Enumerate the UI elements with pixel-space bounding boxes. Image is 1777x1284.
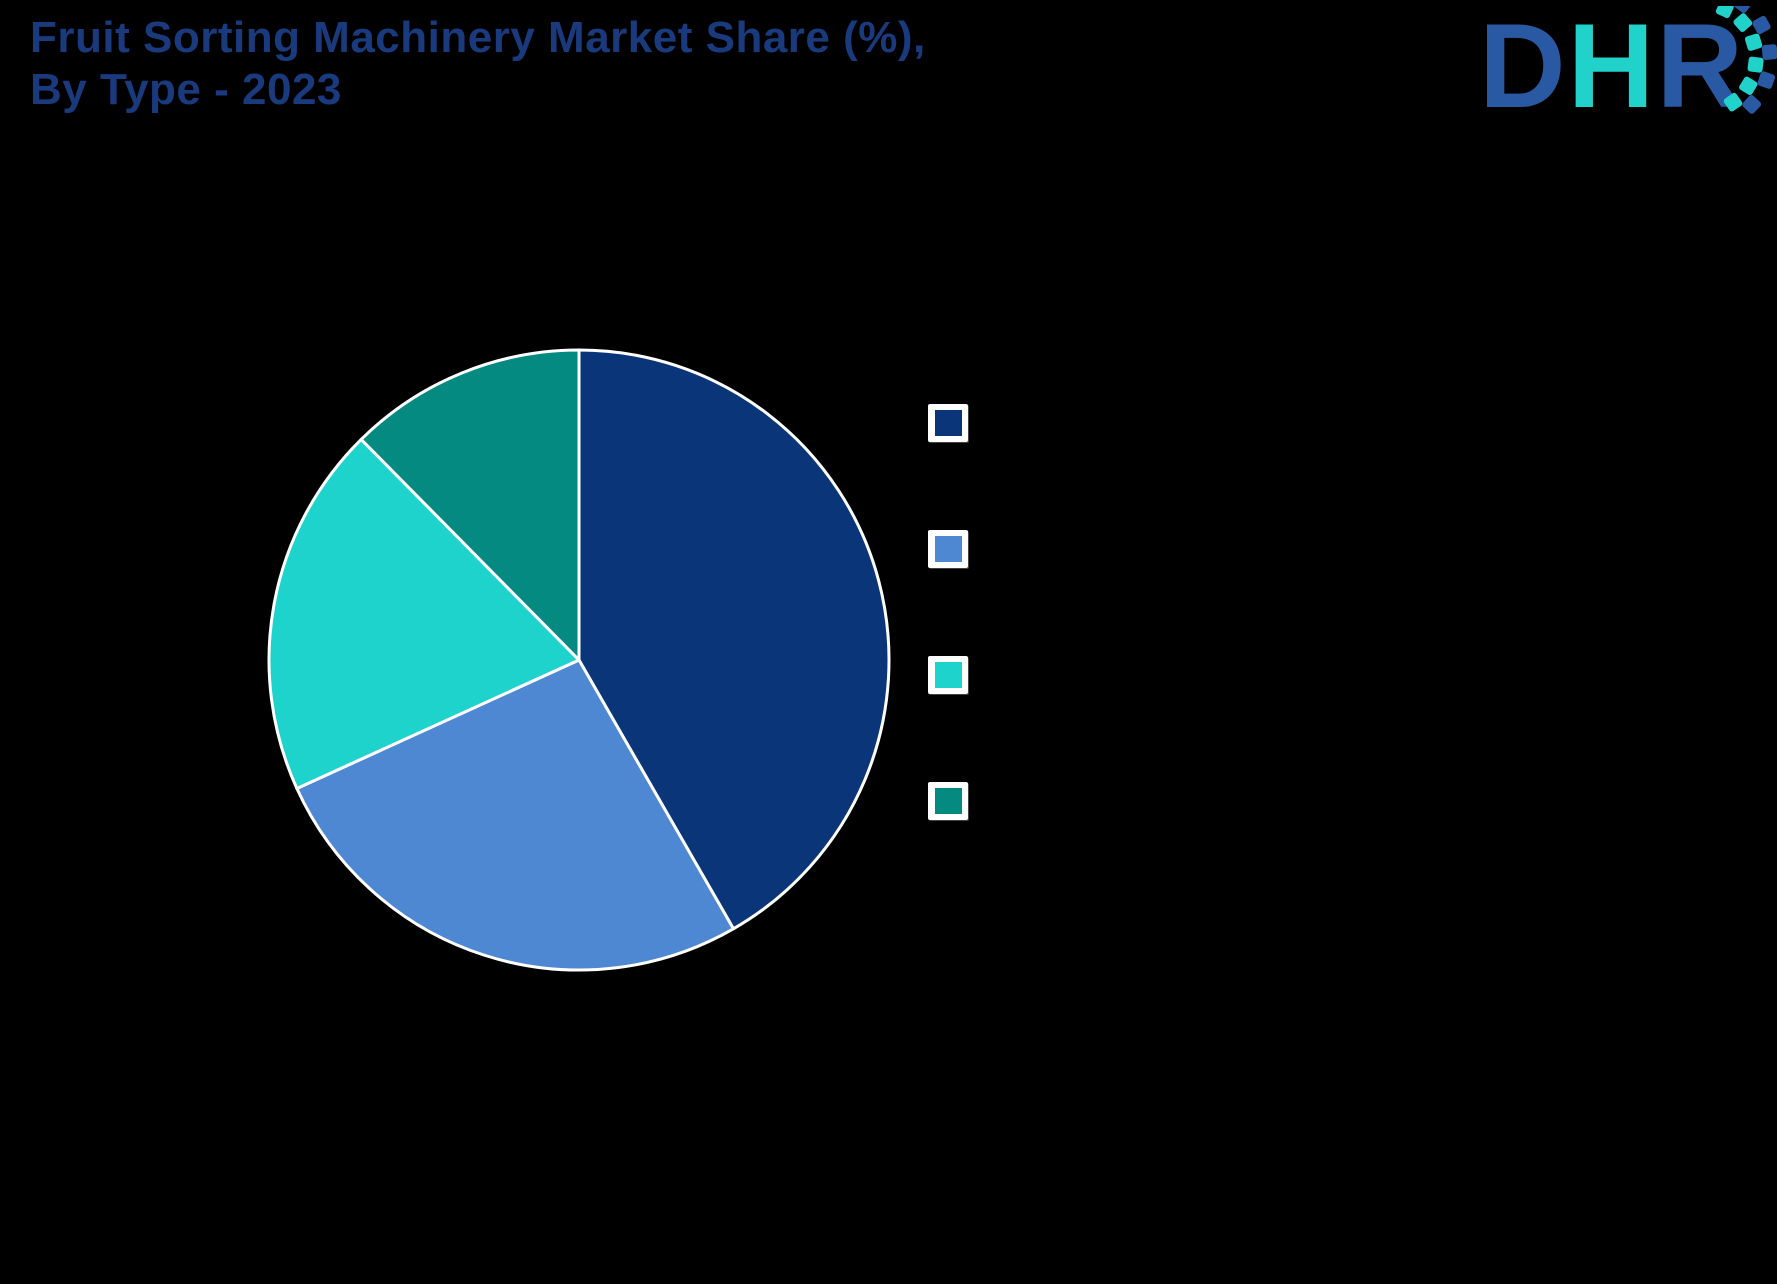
pie-slice-1 xyxy=(577,348,891,931)
pie-slice-4 xyxy=(359,348,581,662)
logo-dot xyxy=(1761,44,1777,60)
legend-item xyxy=(928,782,982,820)
logo-letter-d: D xyxy=(1479,0,1568,133)
pie-chart xyxy=(267,348,891,972)
legend-item xyxy=(928,656,982,694)
logo-dot xyxy=(1744,33,1763,51)
legend-swatch-segment1 xyxy=(928,404,968,442)
dhr-logo-letters: DHR xyxy=(1479,6,1745,126)
pie-slices xyxy=(267,348,891,972)
chart-title-line2: By Type - 2023 xyxy=(30,64,342,114)
legend-swatch-segment2 xyxy=(928,530,968,568)
pie-slice-2 xyxy=(295,658,735,972)
legend-swatch-segment4 xyxy=(928,782,968,820)
page-title: Fruit Sorting Machinery Market Share (%)… xyxy=(30,12,926,116)
logo-dot xyxy=(1747,56,1764,73)
legend-item xyxy=(928,530,982,568)
pie-slice-3 xyxy=(267,437,581,790)
logo-dot xyxy=(1757,71,1776,89)
legend xyxy=(928,404,982,820)
logo-letter-r: R xyxy=(1656,0,1746,133)
chart-title-line1: Fruit Sorting Machinery Market Share (%)… xyxy=(30,13,926,62)
legend-swatch-segment3 xyxy=(928,656,968,694)
legend-item xyxy=(928,404,982,442)
logo-dot xyxy=(1752,15,1771,35)
logo-letter-h: H xyxy=(1567,0,1657,133)
dhr-logo: DHR xyxy=(1479,6,1777,156)
